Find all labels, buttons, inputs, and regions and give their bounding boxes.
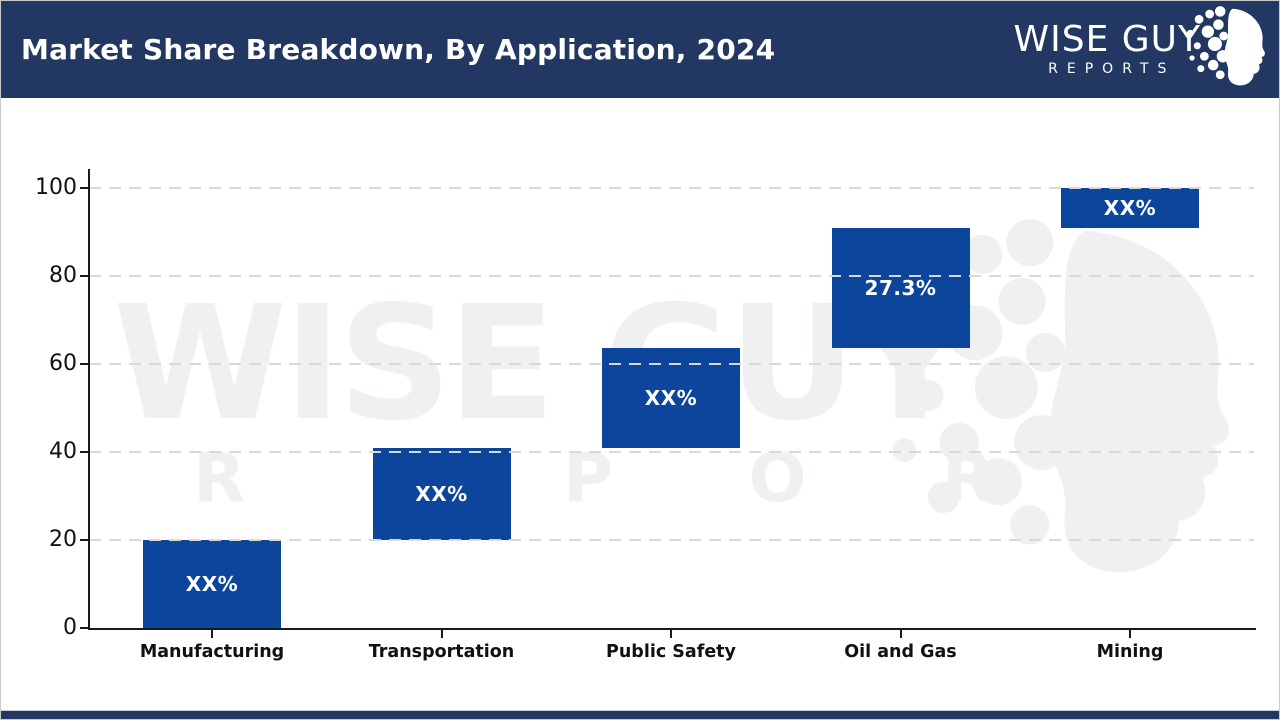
grid-line xyxy=(89,363,1254,365)
page-title: Market Share Breakdown, By Application, … xyxy=(21,33,776,66)
grid-line xyxy=(89,539,1254,541)
x-tick-mark xyxy=(670,630,672,638)
logo-text: WISE GUY REPORTS xyxy=(1013,19,1202,78)
y-tick-mark xyxy=(80,539,89,541)
x-category-label: Mining xyxy=(1096,642,1164,662)
x-category-label: Manufacturing xyxy=(139,642,285,662)
y-tick-mark xyxy=(80,363,89,365)
x-tick-mark xyxy=(1129,630,1131,638)
bar: XX% xyxy=(143,540,281,628)
bar-value-label: XX% xyxy=(185,572,239,596)
x-category-label: Transportation xyxy=(368,642,515,662)
bar-value-label: XX% xyxy=(644,385,698,410)
wise-guy-head-icon xyxy=(1186,5,1265,85)
grid-line xyxy=(89,187,1254,189)
wise-guy-logo: WISE GUY REPORTS xyxy=(1014,1,1274,98)
logo-subword: REPORTS xyxy=(1048,61,1176,77)
bar: 27.3% xyxy=(831,228,970,349)
x-category-label: Public Safety xyxy=(606,642,736,662)
bar: XX% xyxy=(372,447,511,540)
x-axis-line xyxy=(88,628,1256,630)
grid-line xyxy=(89,275,1254,277)
x-tick-mark xyxy=(440,630,443,638)
y-tick-mark xyxy=(80,627,89,629)
bar-value-label: XX% xyxy=(1103,196,1157,221)
bar-value-label: XX% xyxy=(415,481,468,506)
bar-value-label: 27.3% xyxy=(864,276,937,301)
grid-line xyxy=(89,451,1254,453)
y-tick-mark xyxy=(80,187,89,189)
y-tick-label: 60 xyxy=(49,351,77,376)
y-tick-label: 20 xyxy=(49,527,77,552)
y-tick-mark xyxy=(80,275,89,277)
y-tick-label: 40 xyxy=(49,439,77,464)
y-tick-label: 80 xyxy=(49,263,77,288)
y-tick-label: 0 xyxy=(63,615,77,640)
watermark-head-icon xyxy=(880,219,1229,573)
x-tick-mark xyxy=(899,630,902,638)
y-tick-label: 100 xyxy=(35,175,77,200)
x-tick-mark xyxy=(211,630,213,638)
logo-wordmark: WISE GUY xyxy=(1013,19,1201,60)
y-tick-mark xyxy=(80,451,89,453)
y-axis-line xyxy=(88,169,90,630)
header-bar: Market Share Breakdown, By Application, … xyxy=(1,1,1279,98)
bar: XX% xyxy=(1061,188,1199,229)
footer-bar xyxy=(1,710,1279,719)
x-category-label: Oil and Gas xyxy=(844,642,957,662)
